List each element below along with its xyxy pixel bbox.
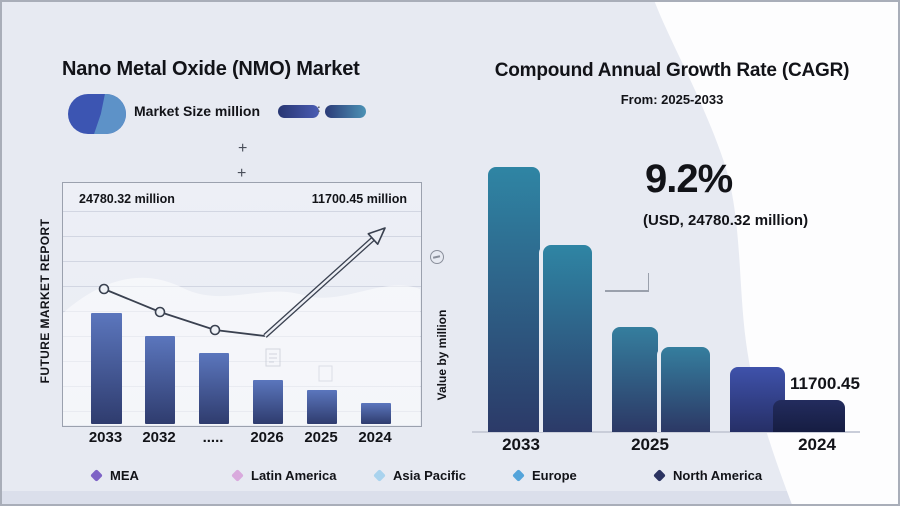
cagr-bar-2025-1 <box>612 327 658 432</box>
end-value-label: 11700.45 million <box>311 192 407 206</box>
trend-line-and-arrow <box>98 227 386 382</box>
legend-label: Asia Pacific <box>393 468 466 483</box>
x-tick-2026: 2026 <box>250 429 284 446</box>
gridline <box>63 236 421 237</box>
legend-diamond <box>90 469 103 482</box>
cagr-detail: (USD, 24780.32 million) <box>643 212 809 229</box>
legend-label: Latin America <box>251 468 337 483</box>
legend-diamond <box>373 469 386 482</box>
watermark-text: FUTURE MARKET REPORT <box>38 218 52 384</box>
legend-label: North America <box>673 468 763 483</box>
x-tick-.....: ..... <box>202 429 224 446</box>
cagr-title: Compound Annual Growth Rate (CAGR) <box>494 60 850 81</box>
plus-mark-bottom: + <box>237 165 247 182</box>
ratio-pill-left <box>278 105 319 118</box>
x-tick-2032: 2032 <box>142 429 176 446</box>
start-value-label: 24780.32 million <box>79 192 175 206</box>
bottom-band <box>2 491 898 504</box>
legend-item-europe: Europe <box>512 468 577 483</box>
legend-label: Europe <box>532 468 577 483</box>
bar-2033 <box>91 313 122 424</box>
y-axis-label: Value by million <box>435 309 449 401</box>
market-size-chart: 24780.32 million 11700.45 million <box>62 182 422 427</box>
bar-..... <box>199 353 229 424</box>
legend-label: MEA <box>110 468 139 483</box>
legend-item-mea: MEA <box>90 468 139 483</box>
page-title: Nano Metal Oxide (NMO) Market <box>62 58 360 80</box>
legend-diamond <box>231 469 244 482</box>
cagr-value: 9.2% <box>645 157 733 201</box>
gridline <box>63 211 421 212</box>
ratio-pill-right <box>325 105 366 118</box>
cagr-subtitle: From: 2025-2033 <box>620 92 724 107</box>
ratio-colon: : <box>317 103 321 115</box>
cagr-bar-2025-2 <box>661 347 710 432</box>
plus-mark-top: + <box>238 140 248 157</box>
legend-item-latin-america: Latin America <box>231 468 337 483</box>
bar-2026 <box>253 380 283 424</box>
x-tick-2024: 2024 <box>358 429 392 446</box>
bar-2024 <box>361 403 391 424</box>
legend-diamond <box>653 469 666 482</box>
step-line-vertical <box>647 273 649 291</box>
market-size-label: Market Size million <box>134 103 261 119</box>
legend-diamond <box>512 469 525 482</box>
legend-item-north-america: North America <box>653 468 763 483</box>
gridline <box>63 261 421 262</box>
cagr-bar-2033-1 <box>488 167 540 432</box>
cagr-bar-2033-2 <box>543 245 592 432</box>
x-tick-2024: 2024 <box>798 435 836 454</box>
bar-2032 <box>145 336 175 424</box>
cylinder-icon <box>68 94 126 134</box>
value-callout: 11700.45 <box>790 374 860 393</box>
x-tick-2033: 2033 <box>502 435 540 454</box>
x-tick-2025: 2025 <box>304 429 338 446</box>
legend-item-asia-pacific: Asia Pacific <box>373 468 466 483</box>
x-tick-2033: 2033 <box>88 429 123 446</box>
gridline <box>63 286 421 287</box>
cagr-bar-2024-2 <box>773 400 845 432</box>
step-line-horizontal <box>605 290 649 292</box>
bar-2025 <box>307 390 337 424</box>
x-tick-2025: 2025 <box>631 435 669 454</box>
circled-minus-icon <box>430 250 444 264</box>
